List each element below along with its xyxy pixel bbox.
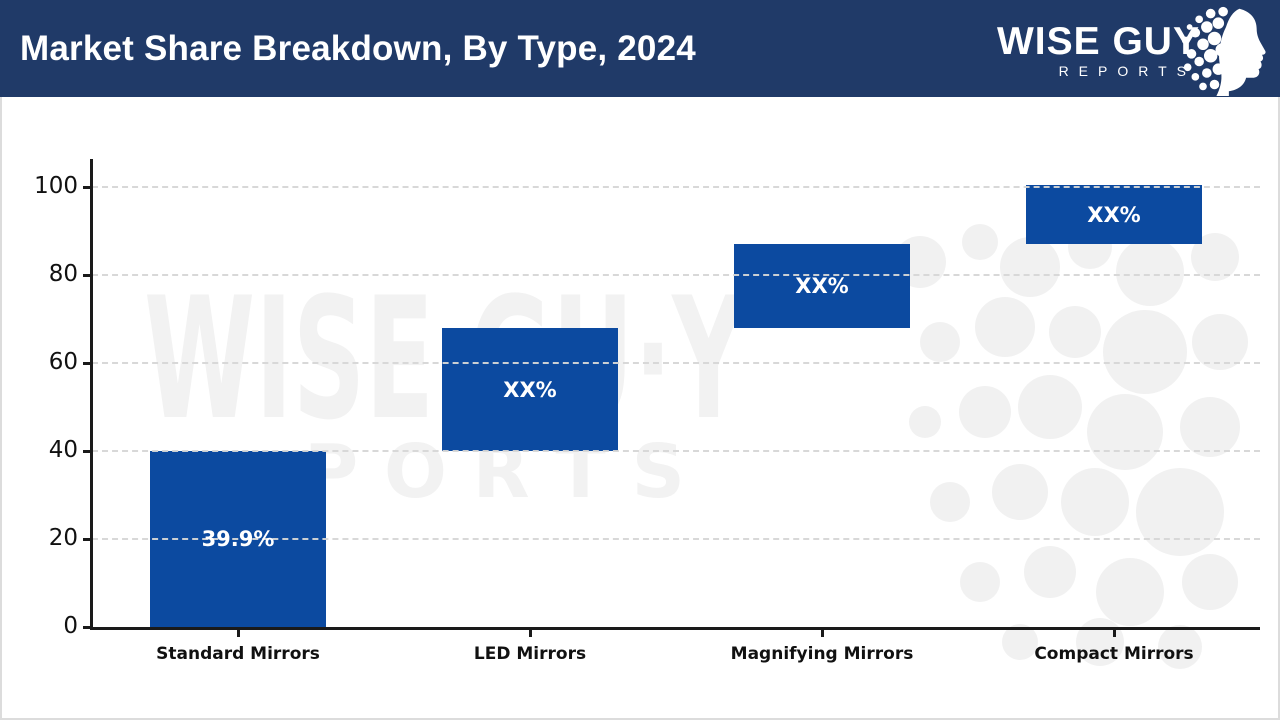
- bar-value-label: 39.9%: [201, 527, 275, 552]
- x-axis-line: [90, 627, 1260, 630]
- y-axis-tick-label: 100: [34, 173, 78, 199]
- logo-subtitle: REPORTS: [1058, 63, 1196, 79]
- y-axis-tick-mark: [83, 538, 91, 541]
- y-axis-tick-mark: [83, 626, 91, 629]
- chart-area: WISE GU·Y P O R T S: [0, 97, 1280, 720]
- gridline: [92, 538, 1260, 540]
- y-axis-tick-mark: [83, 362, 91, 365]
- gridline: [92, 186, 1260, 188]
- bar-segment: [1026, 185, 1202, 245]
- dotted-head-profile-icon: [1181, 6, 1266, 96]
- y-axis-line: [90, 159, 93, 629]
- x-axis-label: Compact Mirrors: [1034, 644, 1194, 664]
- x-axis-tick-mark: [237, 629, 240, 637]
- y-axis-tick-label: 80: [48, 261, 78, 287]
- bar-segment: [442, 327, 618, 452]
- x-axis-tick-mark: [1113, 629, 1116, 637]
- y-axis-tick-mark: [83, 274, 91, 277]
- y-axis-tick-label: 20: [48, 525, 78, 551]
- x-axis-label: LED Mirrors: [473, 644, 587, 664]
- logo-title: WISE GUY: [996, 20, 1200, 63]
- gridline: [92, 274, 1260, 276]
- wise-guy-logo: WISE GUY REPORTS: [997, 0, 1270, 97]
- bar-value-label: XX%: [503, 377, 557, 402]
- gridline: [92, 362, 1260, 364]
- x-axis-label: Standard Mirrors: [156, 644, 320, 664]
- y-axis-tick-mark: [83, 186, 91, 189]
- bar-value-label: XX%: [795, 274, 849, 298]
- y-axis-tick-label: 0: [63, 613, 78, 639]
- page-title: Market Share Breakdown, By Type, 2024: [20, 28, 696, 68]
- x-axis-label: Magnifying Mirrors: [730, 644, 914, 664]
- bar-value-label: XX%: [1087, 202, 1141, 227]
- bar-segment: [734, 244, 910, 328]
- x-axis-tick-mark: [529, 629, 532, 637]
- gridline: [92, 450, 1260, 452]
- y-axis-tick-label: 60: [48, 349, 78, 375]
- watermark-dotted-head-icon: [894, 224, 1248, 669]
- header: Market Share Breakdown, By Type, 2024 WI…: [0, 0, 1280, 97]
- x-axis-tick-mark: [821, 629, 824, 637]
- y-axis-tick-mark: [83, 450, 91, 453]
- y-axis-tick-label: 40: [48, 437, 78, 463]
